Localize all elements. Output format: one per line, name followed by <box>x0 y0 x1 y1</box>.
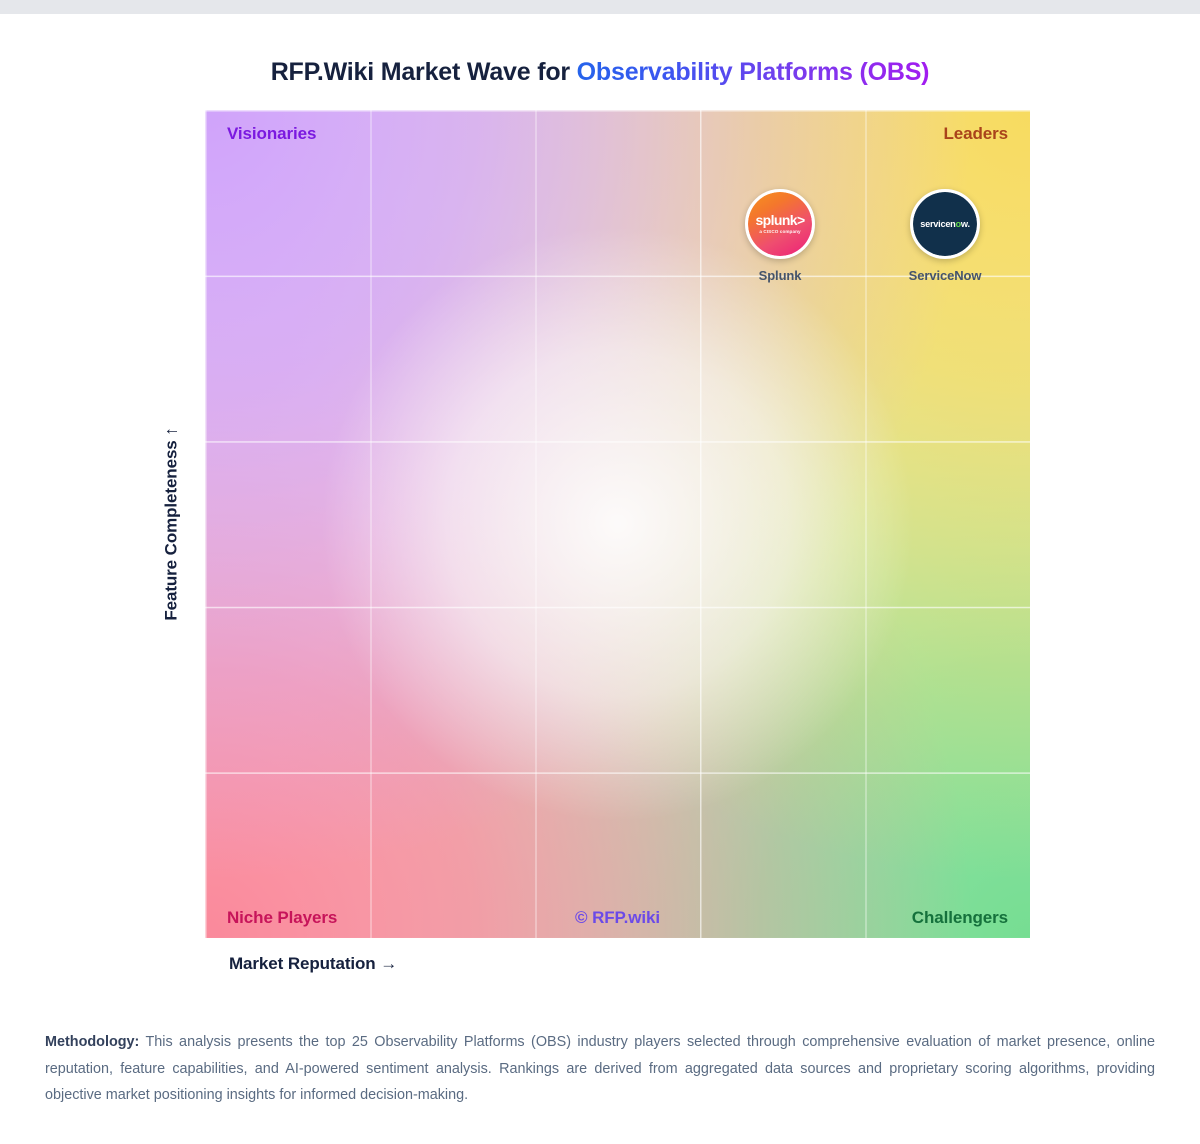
splunk-logo-wordmark: splunk> <box>755 211 805 228</box>
methodology-text: This analysis presents the top 25 Observ… <box>45 1034 1155 1103</box>
vendor-marker-servicenow[interactable]: servicenow. ServiceNow <box>890 188 1000 283</box>
quadrant-label-visionaries: Visionaries <box>227 124 317 143</box>
servicenow-wordmark-pre: servicen <box>920 218 956 229</box>
market-wave-plot[interactable]: Visionaries Leaders Niche Players Challe… <box>205 110 1030 938</box>
vendor-name-splunk: Splunk <box>758 267 802 283</box>
splunk-logo-icon: splunk> a CISCO company <box>748 191 813 256</box>
y-axis-label-text: Feature Completeness ↑ <box>162 427 182 621</box>
page-title-accent: Observability Platforms (OBS) <box>576 58 930 86</box>
market-wave-page: RFP.Wiki Market Wave for Observability P… <box>0 14 1200 1144</box>
x-axis-label: Market Reputation → <box>229 954 398 973</box>
copyright-watermark: © RFP.wiki <box>575 908 660 927</box>
quadrant-label-niche-players: Niche Players <box>227 908 338 927</box>
servicenow-wordmark-post: w. <box>960 218 970 229</box>
servicenow-logo-wordmark: servicenow. <box>920 219 970 229</box>
vendor-logo-bubble-splunk[interactable]: splunk> a CISCO company <box>745 188 816 259</box>
splunk-logo-tagline: a CISCO company <box>759 228 801 234</box>
vendor-logo-bubble-servicenow[interactable]: servicenow. <box>910 188 981 259</box>
vendor-name-servicenow: ServiceNow <box>908 267 982 283</box>
methodology-label: Methodology: <box>45 1034 140 1050</box>
y-axis-label: Feature Completeness ↑ <box>158 110 186 938</box>
vendor-marker-splunk[interactable]: splunk> a CISCO company Splunk <box>725 188 835 283</box>
page-title: RFP.Wiki Market Wave for Observability P… <box>0 58 1200 87</box>
page-title-prefix: RFP.Wiki Market Wave for <box>270 58 577 86</box>
servicenow-logo-icon: servicenow. <box>913 191 978 256</box>
quadrant-label-leaders: Leaders <box>943 124 1008 143</box>
methodology-paragraph: Methodology: This analysis presents the … <box>45 1029 1155 1109</box>
servicenow-wordmark-o: o <box>955 218 962 229</box>
quadrant-label-challengers: Challengers <box>911 908 1008 927</box>
top-browser-strip <box>0 0 1200 14</box>
